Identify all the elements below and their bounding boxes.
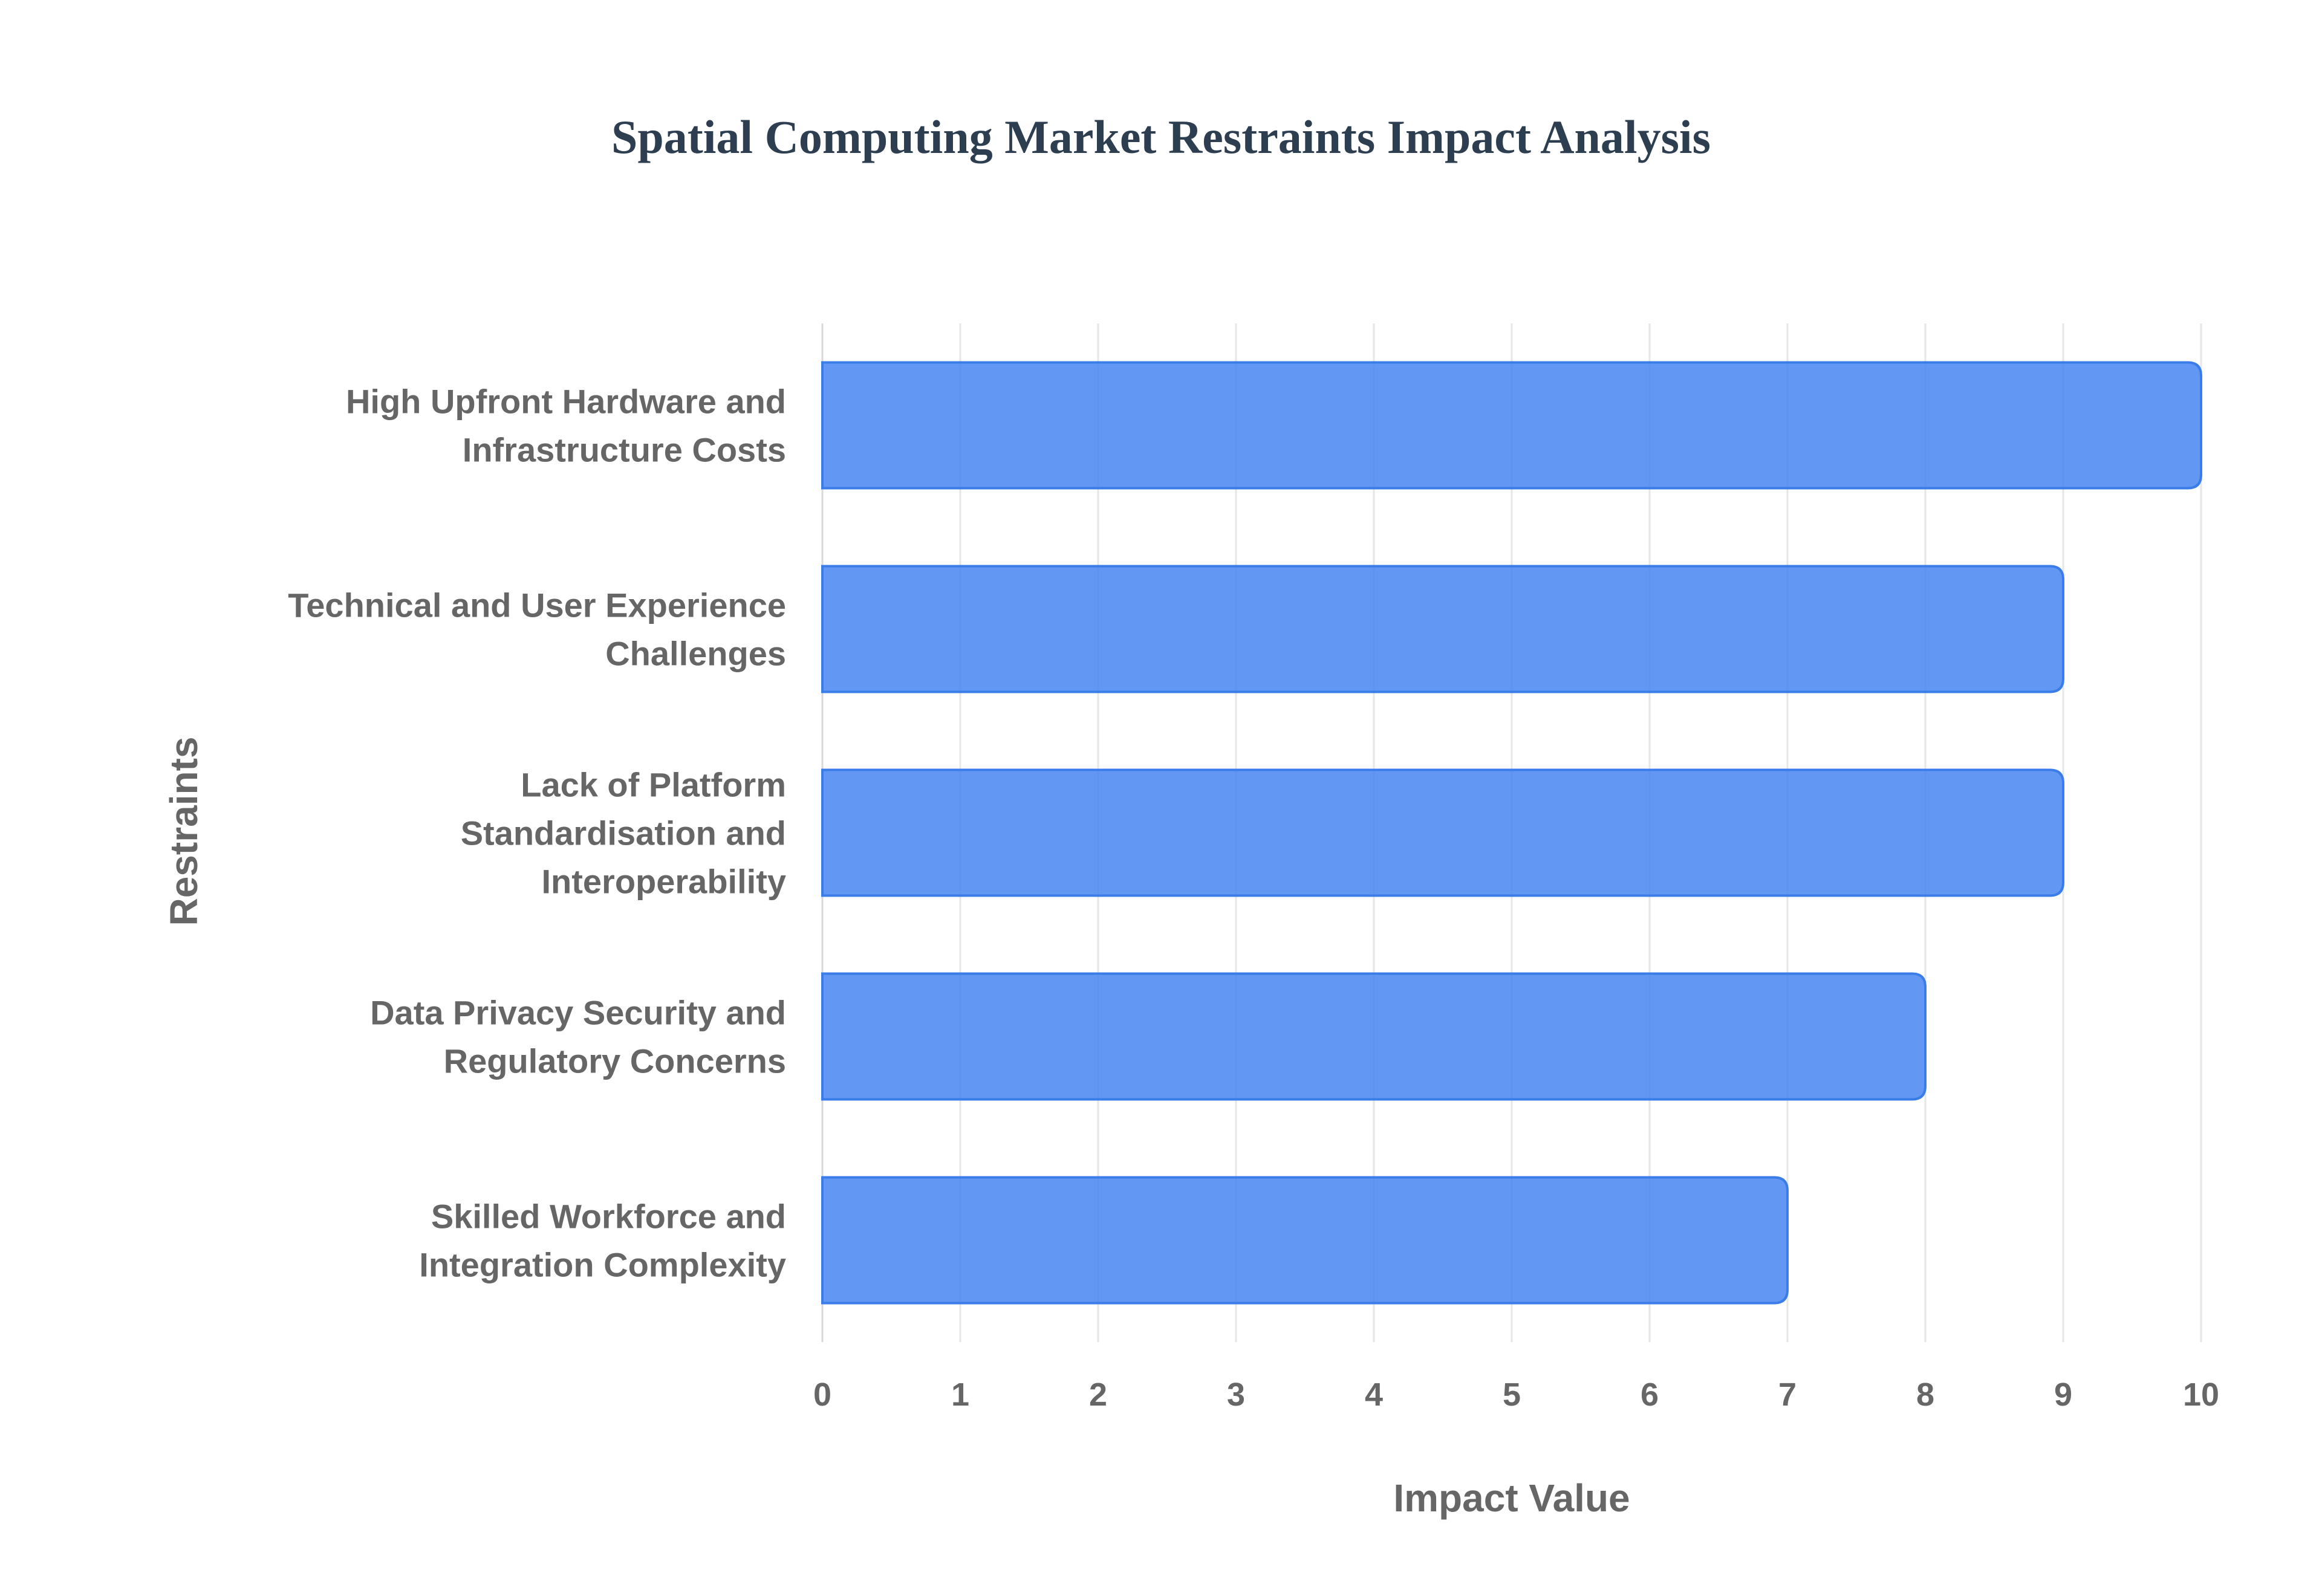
category-label-line: Lack of Platform	[521, 766, 786, 804]
category-label-line: Standardisation and	[461, 814, 786, 852]
bar[interactable]	[821, 768, 2064, 897]
x-tick-label: 0	[813, 1377, 831, 1413]
category-label-line: Technical and User Experience	[288, 586, 786, 624]
category-label: Technical and User Experience Challenges	[288, 586, 786, 673]
bar[interactable]	[821, 972, 1927, 1101]
category-label-line: Challenges	[605, 635, 786, 673]
x-tick-label: 3	[1227, 1377, 1245, 1413]
category-label-line: Skilled Workforce and	[431, 1198, 786, 1236]
x-tick-label: 2	[1089, 1377, 1107, 1413]
category-label: Skilled Workforce and Integration Complex…	[419, 1198, 786, 1284]
category-label: Lack of Platform Standardisation and Inter…	[461, 766, 786, 901]
category-label: Data Privacy Security and Regulatory Conc…	[370, 994, 786, 1080]
x-tick-label: 1	[951, 1377, 969, 1413]
bars	[821, 361, 2202, 1305]
category-label-line: Infrastructure Costs	[463, 431, 786, 469]
bar[interactable]	[821, 1176, 1789, 1305]
x-tick-label: 8	[1916, 1377, 1934, 1413]
category-label-line: Regulatory Concerns	[444, 1042, 786, 1080]
bar[interactable]	[821, 565, 2064, 693]
category-label-line: High Upfront Hardware and	[346, 383, 786, 421]
x-tick-label: 10	[2183, 1377, 2219, 1413]
x-tick-label: 5	[1503, 1377, 1521, 1413]
category-label: High Upfront Hardware and Infrastructure …	[346, 383, 786, 469]
x-tick-label: 4	[1365, 1377, 1383, 1413]
category-label-line: Data Privacy Security and	[370, 994, 786, 1032]
chart-title: Spatial Computing Market Restraints Impa…	[611, 111, 1711, 163]
category-labels: High Upfront Hardware and Infrastructure …	[288, 383, 786, 1284]
x-tick-label: 9	[2054, 1377, 2072, 1413]
x-tick-labels: 0 1 2 3 4 5 6 7 8 9 10	[813, 1377, 2219, 1413]
bar[interactable]	[821, 361, 2202, 490]
x-axis-title: Impact Value	[1393, 1476, 1630, 1520]
y-axis-title: Restraints	[162, 737, 206, 926]
x-tick-label: 6	[1641, 1377, 1659, 1413]
x-tick-label: 7	[1778, 1377, 1797, 1413]
category-label-line: Interoperability	[541, 863, 786, 901]
category-label-line: Integration Complexity	[419, 1246, 786, 1284]
